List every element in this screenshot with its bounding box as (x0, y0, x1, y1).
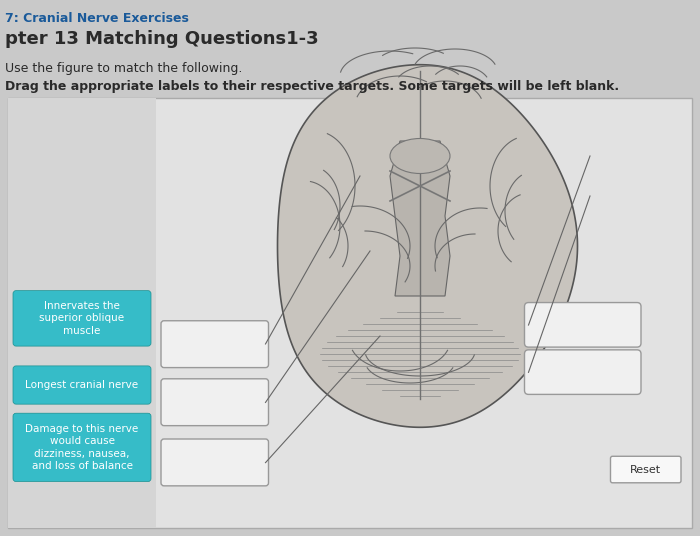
Text: Longest cranial nerve: Longest cranial nerve (25, 380, 139, 390)
Text: Use the figure to match the following.: Use the figure to match the following. (5, 62, 242, 75)
Text: Damage to this nerve
would cause
dizziness, nausea,
and loss of balance: Damage to this nerve would cause dizzine… (25, 424, 139, 471)
Polygon shape (277, 65, 578, 427)
FancyBboxPatch shape (8, 98, 156, 528)
FancyBboxPatch shape (8, 98, 692, 528)
FancyBboxPatch shape (161, 379, 269, 426)
Polygon shape (390, 141, 450, 296)
Ellipse shape (390, 138, 450, 174)
FancyBboxPatch shape (13, 291, 151, 346)
FancyBboxPatch shape (13, 366, 151, 404)
FancyBboxPatch shape (524, 350, 641, 394)
FancyBboxPatch shape (161, 439, 269, 486)
Text: Innervates the
superior oblique
muscle: Innervates the superior oblique muscle (39, 301, 125, 336)
Text: Drag the appropriate labels to their respective targets. Some targets will be le: Drag the appropriate labels to their res… (5, 80, 619, 93)
Text: 7: Cranial Nerve Exercises: 7: Cranial Nerve Exercises (5, 12, 189, 25)
Text: pter 13 Matching Questions1-3: pter 13 Matching Questions1-3 (5, 30, 318, 48)
Text: Reset: Reset (630, 465, 662, 474)
FancyBboxPatch shape (524, 302, 641, 347)
FancyBboxPatch shape (610, 456, 681, 483)
FancyBboxPatch shape (161, 321, 269, 368)
FancyBboxPatch shape (13, 413, 151, 481)
